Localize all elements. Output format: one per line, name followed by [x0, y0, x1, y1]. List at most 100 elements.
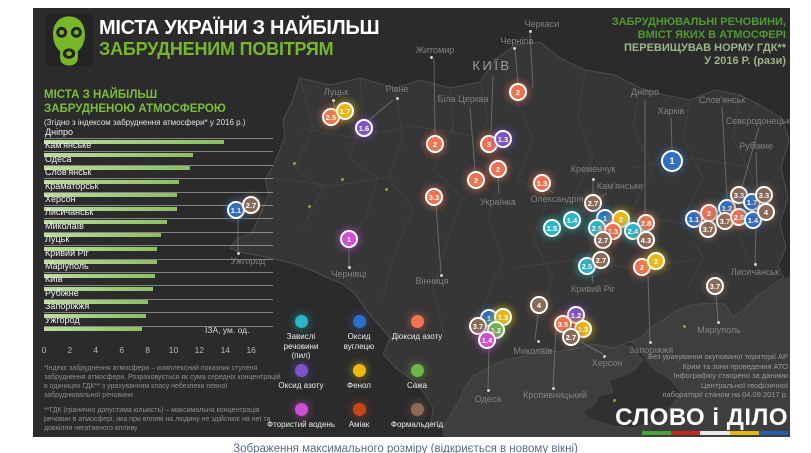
map-city-label-Українка: Українка — [480, 197, 516, 207]
bar-row: Миколаїв — [44, 220, 273, 238]
bar-row: Кам'янське — [44, 140, 273, 157]
bar-city-label: Маріуполь — [45, 261, 89, 271]
pollutant-marker-no2: 2 — [467, 171, 485, 189]
city-location-dot — [486, 388, 490, 392]
leader-lines-layer — [237, 32, 760, 389]
pollutant-marker-no2: 2 — [489, 160, 507, 178]
x-axis-tick: 14 — [220, 345, 231, 355]
bar-row: Маріуполь — [44, 261, 273, 278]
bar-underline — [44, 298, 273, 300]
minor-city-dot — [612, 398, 616, 402]
bar-city-label: Слов'янськ — [45, 167, 92, 178]
hf-color-dot — [294, 403, 308, 416]
gas-mask-icon — [45, 14, 93, 66]
bar — [44, 193, 178, 198]
slovo-i-dilo-logo: СЛОВО і ДІЛО — [615, 404, 788, 431]
chart-subtitle: (Згідно з індексом забруднення атмосфери… — [44, 118, 246, 127]
bar — [44, 179, 179, 184]
legend-item-nox: Оксид азоту — [258, 364, 344, 391]
bar-city-label: Рубіжне — [45, 287, 79, 298]
map-city-label-Сєвєродонецьк: Сєвєродонецьк — [725, 116, 790, 126]
city-leader-line — [490, 75, 494, 132]
legend-item-fa: Формальдегід — [374, 403, 460, 430]
pollutant-marker-no2: 3.3 — [425, 188, 443, 206]
pollutant-marker-co: 1 — [661, 150, 683, 172]
bar — [44, 152, 193, 157]
city-leader-line — [433, 58, 436, 136]
city-leader-line — [670, 117, 673, 152]
bar-city-label: Миколаїв — [45, 220, 84, 231]
pollutant-marker-nox: 1.3 — [494, 130, 512, 148]
x-axis-tick: 0 — [41, 345, 47, 355]
pollutant-marker-hf: 1 — [340, 230, 358, 248]
map-city-label-Ужгород: Ужгород — [230, 256, 266, 266]
minor-city-dot — [682, 324, 686, 328]
map-legend-title: ЗАБРУДНЮВАЛЬНІ РЕЧОВИНИ, ВМІСТ ЯКИХ В АТМ… — [612, 16, 786, 68]
axis-unit-label: ІЗА, ум. од. — [205, 325, 250, 335]
map-city-label-Олександрія: Олександрія — [530, 194, 584, 204]
map-legend-title-line: ВМІСТ ЯКИХ В АТМОСФЕРІ — [637, 29, 786, 41]
phenol-color-dot — [352, 364, 366, 377]
city-leader-line — [591, 272, 594, 284]
map-city-label-Миколаїв: Миколаїв — [513, 346, 553, 356]
bar — [44, 233, 161, 238]
x-axis-tick: 6 — [119, 345, 125, 355]
bar — [44, 260, 157, 265]
city-location-dot — [536, 339, 540, 343]
map-city-label-Запоріжжя: Запоріжжя — [628, 345, 674, 355]
city-leader-line — [469, 106, 476, 172]
footnote-gdk: **ГДК (гранично допустима кількість) – м… — [44, 407, 271, 432]
city-leader-line — [741, 126, 760, 188]
bar — [44, 327, 143, 332]
city-leader-line — [534, 313, 539, 341]
city-leader-line — [497, 177, 500, 195]
bar-row: Запоріжжя — [44, 301, 273, 318]
map-city-label-Чернігів: Чернігів — [500, 36, 534, 46]
city-leader-line — [529, 32, 534, 89]
city-leader-line — [367, 99, 394, 122]
infographic: МІСТА УКРАЇНИ З НАЙБІЛЬШ ЗАБРУДНЕНИМ ПОВ… — [33, 8, 790, 437]
bar-city-label: Дніпро — [45, 127, 73, 137]
bar — [44, 246, 157, 251]
city-leader-line — [715, 294, 719, 322]
logo-stripe-segment — [671, 431, 701, 435]
city-location-dot — [648, 340, 652, 344]
map-city-label-Рівне: Рівне — [385, 84, 409, 94]
pollutant-marker-dust: 1.4 — [563, 211, 581, 229]
map-city-label-Слов'янськ: Слов'янськ — [698, 95, 746, 105]
black-sea — [443, 276, 790, 437]
bar-row: Краматорськ — [44, 181, 273, 198]
map-city-label-Рубіжне: Рубіжне — [739, 141, 773, 151]
pollutant-marker-fa: 3.7 — [706, 277, 724, 295]
city-location-dot — [236, 251, 240, 255]
map-legend-title-line: ЗАБРУДНЮВАЛЬНІ РЕЧОВИНИ, — [611, 16, 786, 28]
footnote-iza: *Індекс забруднення атмосфери – комплекс… — [44, 365, 281, 399]
map-city-label-Чернівці: Чернівці — [331, 269, 367, 279]
bar-underline — [44, 312, 273, 314]
city-location-dot — [512, 46, 516, 50]
bar — [44, 286, 153, 291]
page-title: МІСТА УКРАЇНИ З НАЙБІЛЬШ — [99, 17, 380, 39]
map-legend-title-line: ПЕРЕВИЩУВАВ НОРМУ ГДК** — [624, 42, 786, 54]
bar-row: Рубіжне — [44, 287, 273, 305]
pollutant-marker-fa: 2.7 — [592, 251, 610, 269]
pollutant-marker-hf: 1.4 — [478, 331, 496, 349]
bar-underline — [44, 205, 273, 206]
bar-underline — [44, 178, 273, 180]
bar-row: Слов'янськ — [44, 167, 273, 184]
pollutant-marker-phenol: 1.7 — [336, 102, 354, 120]
city-leader-line — [514, 49, 519, 84]
city-leader-line — [546, 188, 555, 194]
ukraine-land — [229, 41, 790, 429]
city-leader-line — [487, 348, 490, 389]
full-size-image-link[interactable]: Зображення максимального розміру (відкри… — [233, 443, 578, 453]
pollutant-marker-fa: 4 — [757, 203, 775, 221]
legend-label: Завислі речовини (пил) — [283, 332, 319, 360]
city-location-dot — [347, 265, 351, 269]
city-leader-line — [580, 341, 604, 355]
city-leader-line — [435, 205, 442, 274]
pollutant-marker-fa: 3.7 — [699, 220, 717, 238]
logo-stripe-segment — [700, 431, 730, 435]
legend-item-soot: Сажа — [374, 364, 460, 391]
